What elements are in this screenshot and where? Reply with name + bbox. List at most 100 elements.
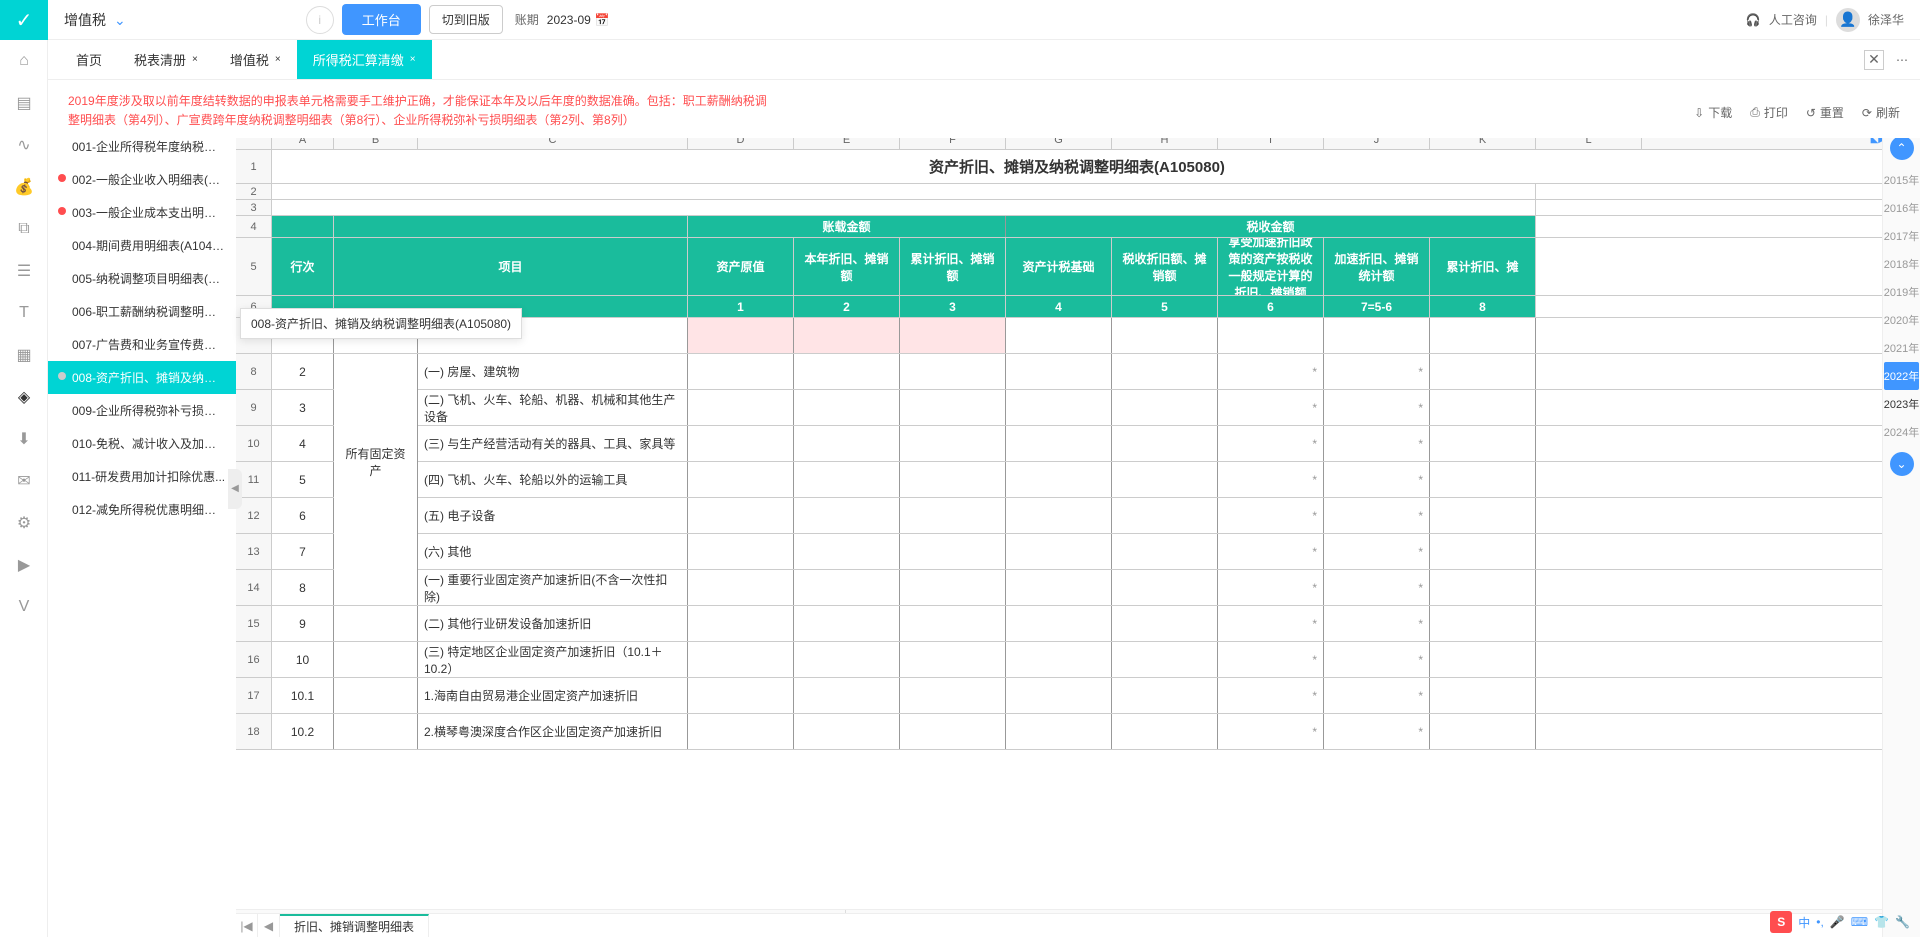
tab-close-all-icon[interactable]: ✕ bbox=[1864, 50, 1884, 70]
cell[interactable]: 10.2 bbox=[272, 714, 334, 749]
username-label[interactable]: 徐泽华 bbox=[1868, 11, 1904, 28]
cell[interactable]: * bbox=[1218, 498, 1324, 533]
cell[interactable] bbox=[688, 426, 794, 461]
row-number[interactable]: 2 bbox=[236, 184, 272, 199]
cell[interactable] bbox=[794, 390, 900, 425]
cell[interactable]: (一) 重要行业固定资产加速折旧(不含一次性扣除) bbox=[418, 570, 688, 605]
cell[interactable] bbox=[1324, 318, 1430, 353]
cell[interactable]: 累计折旧、摊销额 bbox=[900, 238, 1006, 295]
cell[interactable]: 6 bbox=[272, 498, 334, 533]
cell[interactable] bbox=[1112, 390, 1218, 425]
cell[interactable]: 10.1 bbox=[272, 678, 334, 713]
cell[interactable] bbox=[1218, 318, 1324, 353]
cell[interactable]: * bbox=[1324, 534, 1430, 569]
cell[interactable]: 7 bbox=[272, 534, 334, 569]
cell[interactable] bbox=[1430, 426, 1536, 461]
cell[interactable]: * bbox=[1218, 642, 1324, 677]
cell[interactable] bbox=[1006, 714, 1112, 749]
cell[interactable]: 4 bbox=[1006, 296, 1112, 317]
cell[interactable]: 3 bbox=[900, 296, 1006, 317]
cell[interactable] bbox=[1006, 498, 1112, 533]
form-list-item[interactable]: 010-免税、减计收入及加计... bbox=[48, 427, 236, 460]
cell[interactable]: (三) 与生产经营活动有关的器具、工具、家具等 bbox=[418, 426, 688, 461]
form-list-item[interactable]: 004-期间费用明细表(A1040... bbox=[48, 229, 236, 262]
cell[interactable] bbox=[794, 642, 900, 677]
calendar-icon[interactable]: 📅 bbox=[595, 13, 610, 27]
tab-close-icon[interactable]: × bbox=[275, 54, 281, 65]
cell[interactable]: 2 bbox=[794, 296, 900, 317]
rail-copy-icon[interactable]: ⧉ bbox=[0, 208, 48, 250]
cell[interactable]: 账载金额 bbox=[688, 216, 1006, 237]
avatar-icon[interactable]: 👤 bbox=[1836, 8, 1860, 32]
form-list-item[interactable]: 009-企业所得税弥补亏损明... bbox=[48, 394, 236, 427]
cell[interactable] bbox=[272, 216, 334, 237]
cell[interactable]: 2 bbox=[272, 354, 334, 389]
form-list-item[interactable]: 008-资产折旧、摊销及纳税... bbox=[48, 361, 236, 394]
cell[interactable]: * bbox=[1324, 606, 1430, 641]
consult-link[interactable]: 人工咨询 bbox=[1769, 11, 1817, 28]
cell[interactable] bbox=[1006, 534, 1112, 569]
rail-form-icon[interactable]: ☰ bbox=[0, 250, 48, 292]
cell[interactable] bbox=[900, 714, 1006, 749]
rail-home-icon[interactable]: ⌂ bbox=[0, 40, 48, 82]
cell[interactable] bbox=[1430, 354, 1536, 389]
reset-button[interactable]: ↺重置 bbox=[1806, 104, 1844, 121]
sheet-title[interactable]: 资产折旧、摊销及纳税调整明细表(A105080) bbox=[272, 150, 1882, 183]
cell[interactable]: (五) 电子设备 bbox=[418, 498, 688, 533]
cell[interactable]: 税收金额 bbox=[1006, 216, 1536, 237]
cell[interactable]: * bbox=[1324, 642, 1430, 677]
cell[interactable] bbox=[688, 498, 794, 533]
period-value[interactable]: 2023-09 bbox=[547, 13, 591, 27]
rail-mail-icon[interactable]: ✉ bbox=[0, 460, 48, 502]
cell[interactable]: 享受加速折旧政策的资产按税收一般规定计算的折旧、摊销额 bbox=[1218, 238, 1324, 295]
cell[interactable]: 6 bbox=[1218, 296, 1324, 317]
cell[interactable]: * bbox=[1218, 390, 1324, 425]
cell[interactable] bbox=[1430, 390, 1536, 425]
year-item[interactable]: 2019年 bbox=[1884, 278, 1919, 306]
ime-keyboard-icon[interactable]: ⌨ bbox=[1851, 915, 1868, 929]
cell[interactable] bbox=[794, 678, 900, 713]
row-number[interactable]: 8 bbox=[236, 354, 272, 389]
cell[interactable] bbox=[1112, 606, 1218, 641]
cell[interactable] bbox=[1006, 390, 1112, 425]
cell[interactable]: 行次 bbox=[272, 238, 334, 295]
cell[interactable] bbox=[794, 570, 900, 605]
sheet-tab[interactable]: 折旧、摊销调整明细表 bbox=[280, 914, 429, 937]
ime-lang[interactable]: 中 bbox=[1798, 914, 1810, 931]
tab-close-icon[interactable]: × bbox=[192, 54, 198, 65]
cell[interactable] bbox=[688, 642, 794, 677]
cell[interactable]: * bbox=[1324, 354, 1430, 389]
rail-stack-icon[interactable]: ◈ bbox=[0, 376, 48, 418]
cell[interactable] bbox=[272, 200, 1536, 215]
cell[interactable]: 7=5-6 bbox=[1324, 296, 1430, 317]
rail-download-icon[interactable]: ⬇ bbox=[0, 418, 48, 460]
row-number[interactable]: 13 bbox=[236, 534, 272, 569]
cell[interactable]: * bbox=[1218, 570, 1324, 605]
cell[interactable] bbox=[1430, 714, 1536, 749]
refresh-button[interactable]: ⟳刷新 bbox=[1862, 104, 1900, 121]
row-number[interactable]: 14 bbox=[236, 570, 272, 605]
row-number[interactable]: 10 bbox=[236, 426, 272, 461]
rail-doc-icon[interactable]: ▤ bbox=[0, 82, 48, 124]
cell[interactable] bbox=[1430, 678, 1536, 713]
ime-mic-icon[interactable]: 🎤 bbox=[1830, 915, 1845, 929]
cell[interactable] bbox=[334, 216, 688, 237]
cell[interactable]: * bbox=[1324, 570, 1430, 605]
ime-punct-icon[interactable]: •, bbox=[1816, 915, 1824, 929]
cell[interactable] bbox=[1006, 606, 1112, 641]
cell[interactable] bbox=[688, 678, 794, 713]
cell[interactable] bbox=[900, 390, 1006, 425]
year-item[interactable]: 2015年 bbox=[1884, 166, 1919, 194]
cell[interactable]: 8 bbox=[272, 570, 334, 605]
info-icon[interactable]: i bbox=[306, 6, 334, 34]
tab-more-icon[interactable]: ⋯ bbox=[1896, 53, 1908, 67]
cell[interactable] bbox=[1112, 678, 1218, 713]
year-item[interactable]: 2017年 bbox=[1884, 222, 1919, 250]
cell[interactable]: 10 bbox=[272, 642, 334, 677]
cell[interactable] bbox=[1112, 354, 1218, 389]
cell[interactable] bbox=[1430, 606, 1536, 641]
form-list-item[interactable]: 006-职工薪酬纳税调整明细... bbox=[48, 295, 236, 328]
cell[interactable]: * bbox=[1218, 678, 1324, 713]
cell[interactable] bbox=[1006, 426, 1112, 461]
cell[interactable]: (二) 其他行业研发设备加速折旧 bbox=[418, 606, 688, 641]
